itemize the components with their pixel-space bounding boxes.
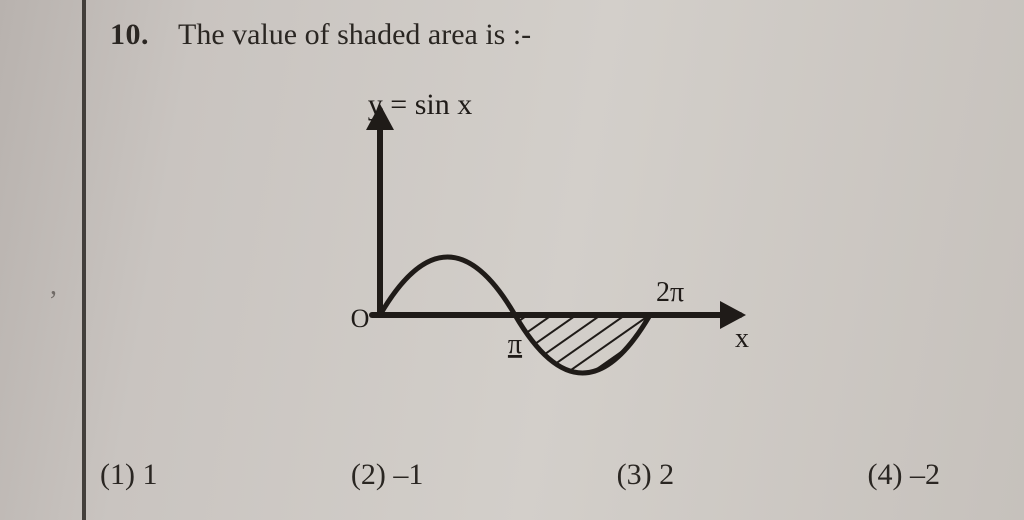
svg-text:2π: 2π <box>656 277 684 308</box>
option-value: –2 <box>910 458 940 491</box>
page-root: , 10. The value of shaded area is :- y =… <box>0 0 1024 520</box>
stray-mark: , <box>50 270 57 302</box>
question-number: 10. <box>110 18 149 52</box>
option-2: (2) –1 <box>351 458 423 492</box>
answer-options: (1) 1 (2) –1 (3) 2 (4) –2 <box>100 458 940 492</box>
option-value: 1 <box>142 458 157 491</box>
sine-area-diagram: y = sin x Oπ 2π x <box>300 80 760 400</box>
svg-text:y = sin x: y = sin x <box>368 88 472 121</box>
option-key: (4) <box>867 458 902 491</box>
option-value: –1 <box>393 458 423 491</box>
left-margin-rule <box>82 0 86 520</box>
question-text: The value of shaded area is :- <box>178 18 531 52</box>
option-key: (2) <box>351 458 386 491</box>
option-1: (1) 1 <box>100 458 157 492</box>
svg-text:x: x <box>735 323 749 354</box>
svg-text:π: π <box>508 329 522 360</box>
option-4: (4) –2 <box>867 458 939 492</box>
option-key: (1) <box>100 458 135 491</box>
option-key: (3) <box>617 458 652 491</box>
svg-text:O: O <box>351 304 370 333</box>
option-value: 2 <box>659 458 674 491</box>
option-3: (3) 2 <box>617 458 674 492</box>
